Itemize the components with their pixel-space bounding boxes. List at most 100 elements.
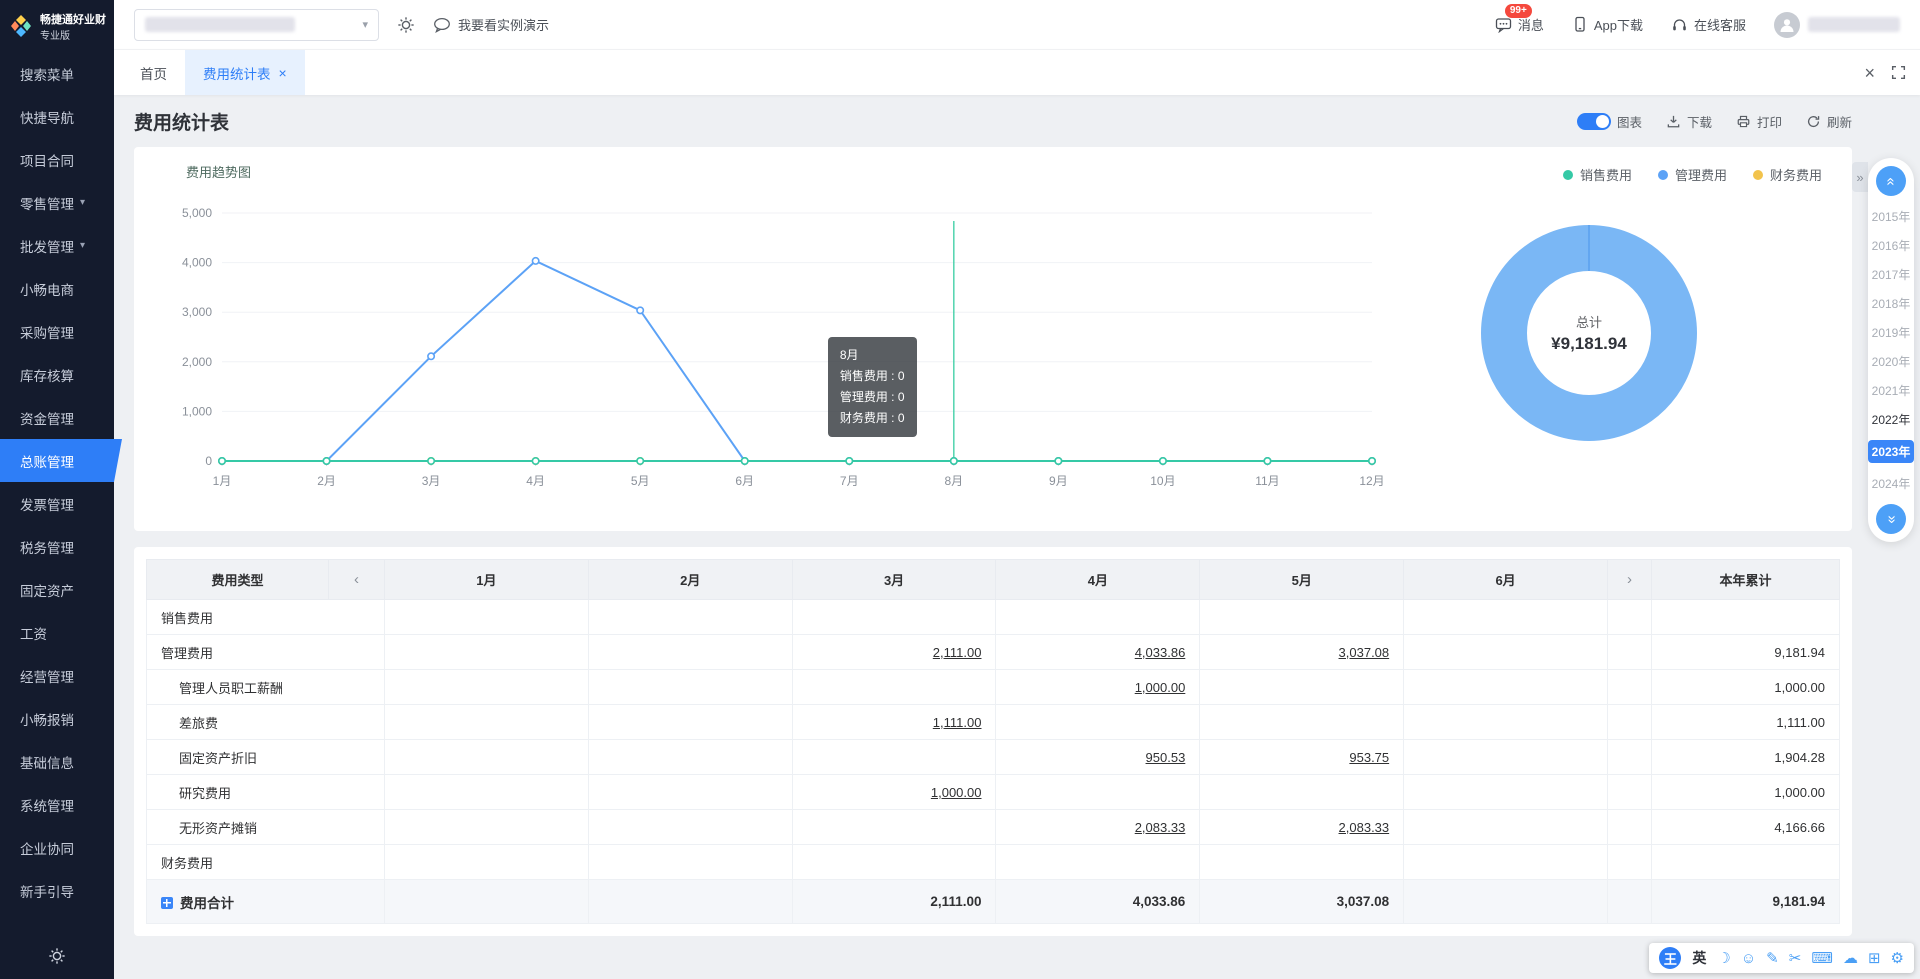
sidebar-item-13[interactable]: 固定资产 [0, 568, 114, 611]
legend-item[interactable]: 销售费用 [1562, 165, 1632, 184]
scroll-years-down-button[interactable]: « [1876, 504, 1906, 534]
download-button[interactable]: 下载 [1666, 112, 1712, 131]
print-button[interactable]: 打印 [1736, 112, 1782, 131]
sidebar-item-14[interactable]: 工资 [0, 611, 114, 654]
gear-icon[interactable]: ⚙ [1890, 949, 1904, 967]
sidebar-item-12[interactable]: 税务管理 [0, 525, 114, 568]
scissors-icon[interactable]: ✂ [1788, 949, 1802, 967]
year-item-2021[interactable]: 2021年 [1871, 384, 1911, 398]
collapse-year-panel-button[interactable]: » [1852, 162, 1868, 192]
sidebar-item-18[interactable]: 系统管理 [0, 783, 114, 826]
cell-value[interactable]: 3,037.08 [1199, 634, 1405, 670]
drill-link[interactable]: 2,111.00 [932, 644, 982, 660]
svg-text:9月: 9月 [1049, 474, 1068, 488]
cell-value [384, 669, 589, 705]
donut-center: 总计 ¥9,181.94 [1469, 213, 1709, 453]
emoji-icon[interactable]: ☺ [1740, 949, 1757, 967]
sidebar-item-20[interactable]: 新手引导 [0, 869, 114, 912]
cell-value [587, 634, 793, 670]
sidebar-item-8[interactable]: 库存核算 [0, 353, 114, 396]
sidebar-item-5[interactable]: 批发管理 ▾ [0, 224, 114, 267]
year-item-2017[interactable]: 2017年 [1871, 268, 1911, 282]
cell-value[interactable]: 2,111.00 [791, 634, 997, 670]
tab-1[interactable]: 首页 [122, 50, 185, 95]
legend-item[interactable]: 管理费用 [1657, 165, 1727, 184]
cell-value[interactable]: 2,083.33 [995, 809, 1201, 845]
drill-link[interactable]: 4,033.86 [1134, 644, 1186, 660]
ime-language-toggle[interactable]: 英 [1692, 950, 1707, 966]
keyboard-icon[interactable]: ⌨ [1811, 949, 1833, 967]
tab-2[interactable]: 费用统计表 × [185, 50, 305, 95]
svg-text:7月: 7月 [840, 474, 859, 488]
legend-item[interactable]: 财务费用 [1752, 165, 1822, 184]
close-icon[interactable]: × [278, 64, 287, 81]
year-item-2015[interactable]: 2015年 [1871, 210, 1911, 224]
drill-link[interactable]: 2,083.33 [1134, 819, 1186, 835]
sidebar-item-3[interactable]: 项目合同 [0, 138, 114, 181]
moon-icon[interactable]: ☽ [1717, 949, 1731, 967]
sidebar-item-2[interactable]: 快捷导航 [0, 95, 114, 138]
cell-value[interactable]: 1,000.00 [791, 774, 997, 810]
sidebar-gear-button[interactable] [0, 935, 114, 979]
sidebar-item-9[interactable]: 资金管理 [0, 396, 114, 439]
drill-link[interactable]: 1,111.00 [932, 714, 982, 730]
message-icon [1495, 17, 1511, 33]
org-select[interactable]: ▾ [134, 8, 379, 41]
demo-link[interactable]: 我要看实例演示 [433, 15, 549, 34]
year-item-2023[interactable]: 2023年 [1867, 440, 1915, 463]
spacer-cell [1607, 634, 1652, 670]
cell-value[interactable]: 1,000.00 [995, 669, 1201, 705]
cell-value[interactable]: 950.53 [995, 739, 1201, 775]
refresh-button[interactable]: 刷新 [1806, 112, 1852, 131]
drill-link[interactable]: 1,000.00 [1134, 679, 1186, 695]
sidebar-item-11[interactable]: 发票管理 [0, 482, 114, 525]
toggle-switch[interactable] [1576, 112, 1611, 130]
messages-button[interactable]: 99+ 消息 [1495, 4, 1544, 34]
sidebar-item-1[interactable]: 搜索菜单 [0, 52, 114, 95]
cell-value [1403, 774, 1608, 810]
cell-value[interactable]: 4,033.86 [995, 634, 1201, 670]
drill-link[interactable]: 2,083.33 [1338, 819, 1390, 835]
scroll-years-up-button[interactable]: « [1876, 166, 1906, 196]
online-service-button[interactable]: 在线客服 [1671, 15, 1746, 34]
cell-value[interactable]: 953.75 [1199, 739, 1405, 775]
cell-value[interactable]: 1,111.00 [791, 704, 997, 740]
settings-gear-button[interactable] [397, 16, 415, 34]
fullscreen-button[interactable] [1891, 65, 1906, 80]
year-item-2024[interactable]: 2024年 [1871, 477, 1911, 491]
pen-icon[interactable]: ✎ [1766, 949, 1779, 967]
sidebar-item-10[interactable]: 总账管理 [0, 439, 122, 482]
svg-text:4月: 4月 [526, 474, 545, 488]
drill-link[interactable]: 3,037.08 [1338, 644, 1390, 660]
drill-link[interactable]: 953.75 [1349, 749, 1390, 765]
cell-value[interactable]: 2,083.33 [1199, 809, 1405, 845]
logo[interactable]: 畅捷通好业财 专业版 [0, 0, 114, 52]
drill-link[interactable]: 950.53 [1145, 749, 1186, 765]
chart-toggle[interactable]: 图表 [1576, 112, 1642, 131]
year-item-2019[interactable]: 2019年 [1871, 326, 1911, 340]
user-menu[interactable] [1774, 11, 1900, 38]
sidebar-item-17[interactable]: 基础信息 [0, 740, 114, 783]
row-label: 管理人员职工薪酬 [146, 669, 385, 705]
app-download-button[interactable]: App下载 [1572, 15, 1643, 34]
year-item-2016[interactable]: 2016年 [1871, 239, 1911, 253]
cloud-icon[interactable]: ☁ [1842, 949, 1858, 967]
donut-chart [1481, 225, 1697, 441]
sidebar-item-6[interactable]: 小畅电商 [0, 267, 114, 310]
drill-link[interactable]: 1,000.00 [930, 784, 982, 800]
ime-logo[interactable]: 王 [1659, 947, 1682, 969]
year-item-2020[interactable]: 2020年 [1871, 355, 1911, 369]
prev-months-button[interactable]: ‹ [328, 559, 385, 600]
sidebar-item-label: 经营管理 [20, 669, 74, 685]
sidebar-item-4[interactable]: 零售管理 ▾ [0, 181, 114, 224]
sidebar-item-15[interactable]: 经营管理 [0, 654, 114, 697]
year-item-2022[interactable]: 2022年 [1871, 413, 1911, 427]
close-tab-button[interactable]: × [1864, 62, 1875, 83]
next-months-button[interactable]: › [1607, 559, 1652, 600]
col-header-month-5: 5月 [1199, 559, 1405, 600]
sidebar-item-7[interactable]: 采购管理 [0, 310, 114, 353]
sidebar-item-16[interactable]: 小畅报销 [0, 697, 114, 740]
grid-icon[interactable]: ⊞ [1867, 949, 1881, 967]
sidebar-item-19[interactable]: 企业协同 [0, 826, 114, 869]
year-item-2018[interactable]: 2018年 [1871, 297, 1911, 311]
